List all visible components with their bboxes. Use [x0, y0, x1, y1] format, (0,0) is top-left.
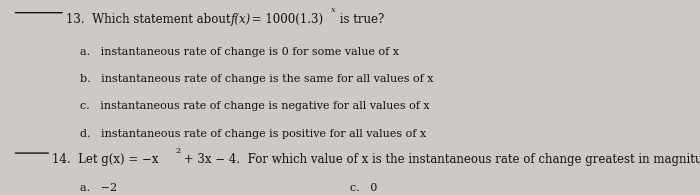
Text: a.   −2: a. −2 — [80, 183, 118, 193]
Text: d.   instantaneous rate of change is positive for all values of x: d. instantaneous rate of change is posit… — [80, 129, 426, 139]
Text: c.   0: c. 0 — [350, 183, 377, 193]
Text: + 3x − 4.  For which value of x is the instantaneous rate of change greatest in : + 3x − 4. For which value of x is the in… — [180, 153, 700, 166]
Text: x: x — [331, 6, 336, 14]
Text: a.   instantaneous rate of change is 0 for some value of x: a. instantaneous rate of change is 0 for… — [80, 47, 400, 57]
Text: is true?: is true? — [336, 13, 384, 26]
Text: 2: 2 — [175, 147, 181, 155]
Text: 14.  Let g(x) = −x: 14. Let g(x) = −x — [52, 153, 159, 166]
Text: f(x): f(x) — [231, 13, 251, 26]
Text: = 1000(1.3): = 1000(1.3) — [248, 13, 323, 26]
Text: 13.  Which statement about: 13. Which statement about — [66, 13, 234, 26]
Text: b.   instantaneous rate of change is the same for all values of x: b. instantaneous rate of change is the s… — [80, 74, 434, 84]
Text: c.   instantaneous rate of change is negative for all values of x: c. instantaneous rate of change is negat… — [80, 101, 430, 111]
